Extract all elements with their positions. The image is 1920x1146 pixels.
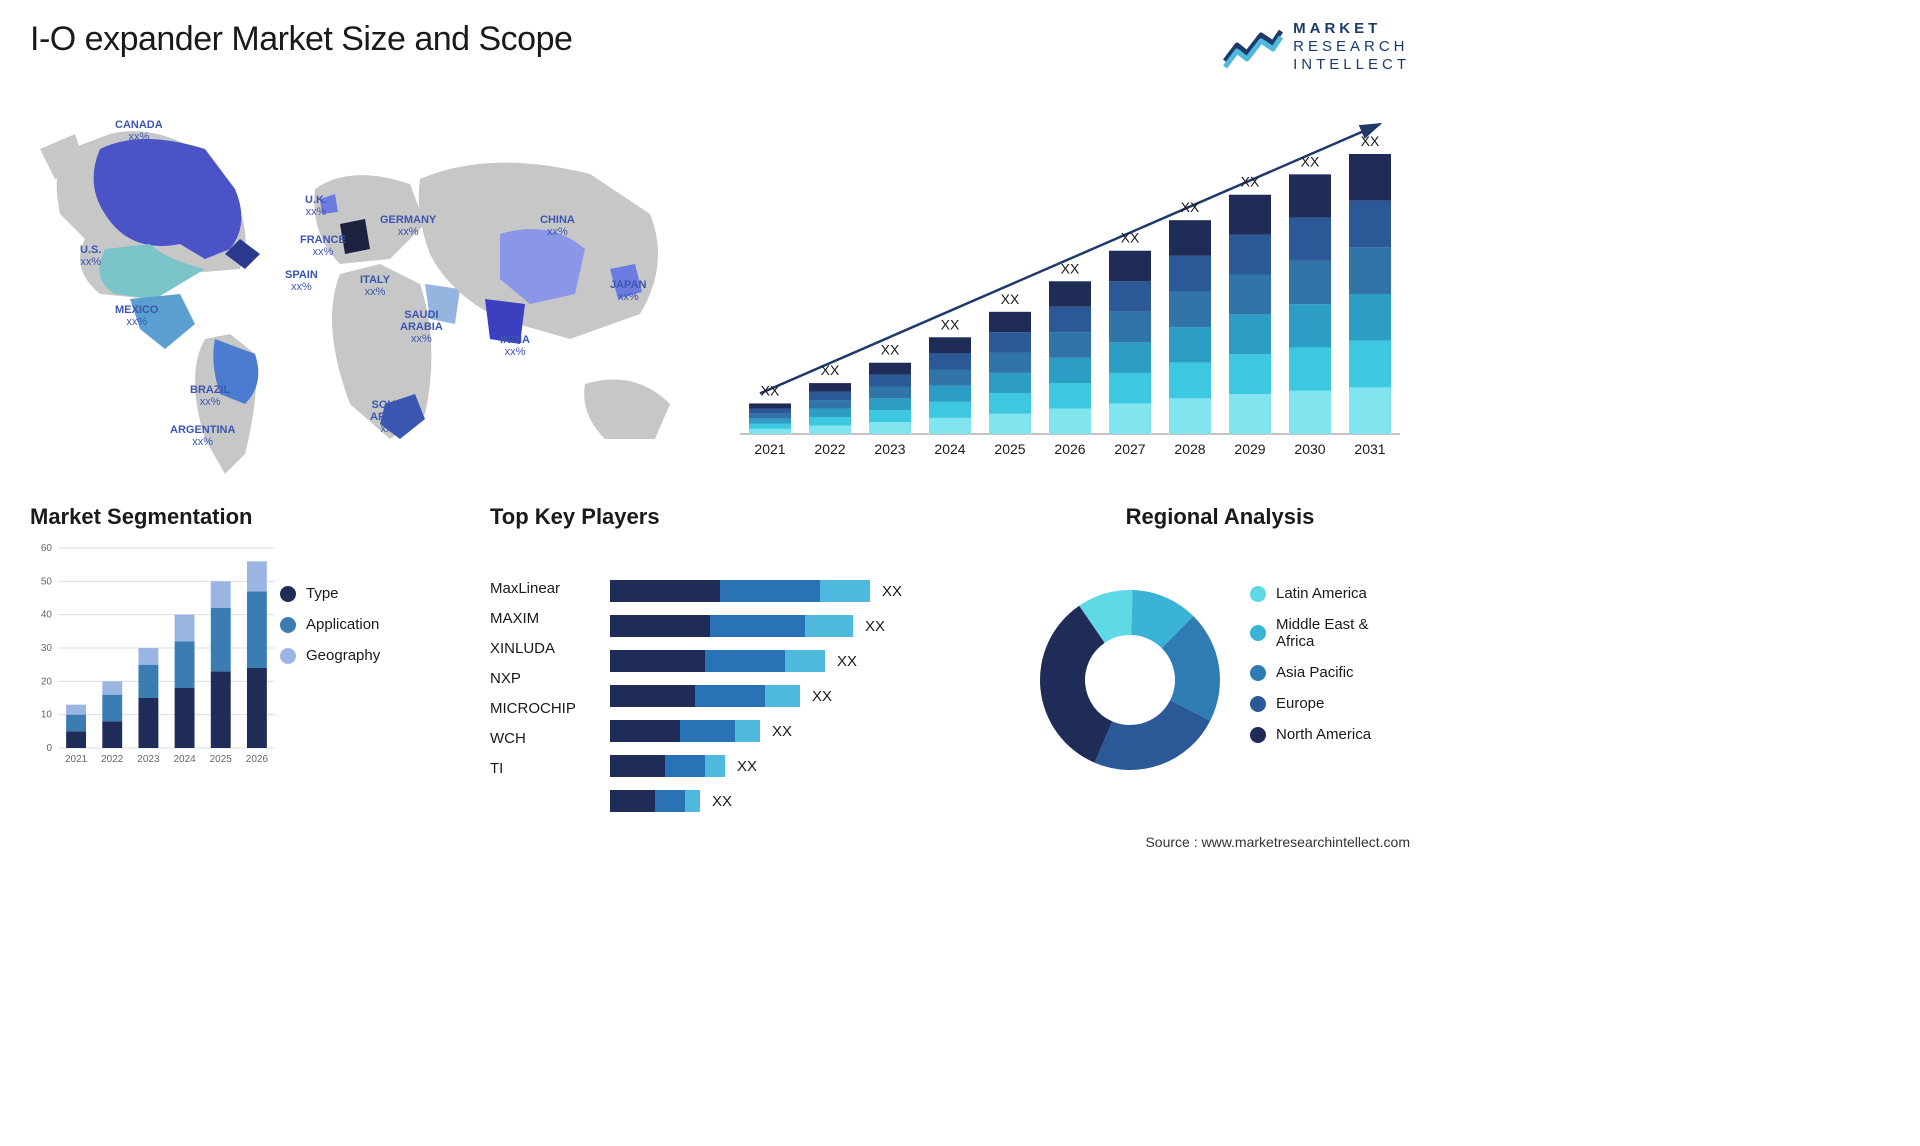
svg-text:2031: 2031 bbox=[1354, 441, 1385, 457]
svg-text:2028: 2028 bbox=[1174, 441, 1205, 457]
legend-item: Latin America bbox=[1250, 585, 1410, 602]
map-label: ITALYxx% bbox=[360, 274, 390, 298]
svg-text:2026: 2026 bbox=[1054, 441, 1085, 457]
svg-text:XX: XX bbox=[1121, 230, 1140, 246]
svg-text:XX: XX bbox=[761, 382, 780, 398]
segmentation-panel: Market Segmentation 0 10 20 30 40 50 60 2021 202… bbox=[30, 504, 460, 784]
legend-item: Middle East & Africa bbox=[1250, 616, 1410, 650]
map-label: CHINAxx% bbox=[540, 214, 575, 238]
svg-text:10: 10 bbox=[41, 710, 53, 721]
svg-text:2024: 2024 bbox=[173, 754, 196, 765]
key-player-bar: XX bbox=[610, 650, 1000, 672]
key-player-bar: XX bbox=[610, 720, 1000, 742]
svg-text:2025: 2025 bbox=[994, 441, 1025, 457]
map-label: FRANCExx% bbox=[300, 234, 346, 258]
map-label: U.K.xx% bbox=[305, 194, 327, 218]
svg-text:XX: XX bbox=[1301, 153, 1320, 169]
map-label: CANADAxx% bbox=[115, 119, 163, 143]
svg-text:2024: 2024 bbox=[934, 441, 965, 457]
svg-text:50: 50 bbox=[41, 576, 53, 587]
regional-panel: Regional Analysis Latin America Middle Ea… bbox=[1030, 504, 1410, 784]
svg-text:XX: XX bbox=[1001, 291, 1020, 307]
regional-legend: Latin America Middle East & Africa Asia Pa… bbox=[1250, 540, 1410, 785]
logo-icon bbox=[1223, 23, 1283, 71]
svg-text:XX: XX bbox=[1361, 133, 1380, 149]
legend-item: North America bbox=[1250, 726, 1410, 743]
logo-line3: INTELLECT bbox=[1293, 56, 1410, 74]
svg-text:2027: 2027 bbox=[1114, 441, 1145, 457]
map-label: JAPANxx% bbox=[610, 279, 646, 303]
key-players-panel: Top Key Players MaxLinear MAXIM XINLUDA NXP… bbox=[490, 504, 1000, 784]
svg-text:40: 40 bbox=[41, 610, 53, 621]
logo-line2: RESEARCH bbox=[1293, 38, 1410, 56]
brand-logo: MARKET RESEARCH INTELLECT bbox=[1223, 20, 1410, 74]
map-label: MEXICOxx% bbox=[115, 304, 158, 328]
key-player-name: MaxLinear bbox=[490, 580, 610, 597]
regional-donut bbox=[1030, 580, 1230, 780]
svg-text:XX: XX bbox=[941, 316, 960, 332]
map-label: ARGENTINAxx% bbox=[170, 424, 235, 448]
svg-text:30: 30 bbox=[41, 643, 53, 654]
svg-text:XX: XX bbox=[881, 342, 900, 358]
key-player-bar: XX bbox=[610, 580, 1000, 602]
svg-text:2023: 2023 bbox=[137, 754, 160, 765]
world-map-panel: CANADAxx% U.S.xx% MEXICOxx% BRAZILxx% ARGENT… bbox=[30, 94, 710, 474]
legend-item: Geography bbox=[280, 647, 460, 664]
legend-item: Europe bbox=[1250, 695, 1410, 712]
key-player-name: MAXIM bbox=[490, 610, 610, 627]
svg-text:0: 0 bbox=[46, 743, 52, 754]
svg-text:60: 60 bbox=[41, 543, 53, 554]
legend-item: Asia Pacific bbox=[1250, 664, 1410, 681]
segmentation-legend: Type Application Geography bbox=[280, 540, 460, 775]
map-label: INDIAxx% bbox=[500, 334, 530, 358]
svg-text:2023: 2023 bbox=[874, 441, 905, 457]
key-player-name: MICROCHIP bbox=[490, 700, 610, 717]
svg-text:2021: 2021 bbox=[65, 754, 88, 765]
key-player-name: XINLUDA bbox=[490, 640, 610, 657]
svg-text:XX: XX bbox=[1061, 260, 1080, 276]
key-player-bar: XX bbox=[610, 685, 1000, 707]
svg-text:XX: XX bbox=[821, 362, 840, 378]
svg-text:20: 20 bbox=[41, 676, 53, 687]
key-player-bar: XX bbox=[610, 615, 1000, 637]
logo-line1: MARKET bbox=[1293, 20, 1410, 38]
legend-item: Type bbox=[280, 585, 460, 602]
forecast-chart-panel: XX 2021 XX 2022 XX 2023 XX 2024 XX 2025 XX 2026 XX 20… bbox=[730, 94, 1410, 474]
forecast-chart: XX 2021 XX 2022 XX 2023 XX 2024 XX 2025 XX 2026 XX 20… bbox=[730, 94, 1410, 474]
key-player-name: TI bbox=[490, 760, 610, 777]
key-player-bar: XX bbox=[610, 755, 1000, 777]
map-label: BRAZILxx% bbox=[190, 384, 230, 408]
svg-text:2030: 2030 bbox=[1294, 441, 1325, 457]
map-label: SPAINxx% bbox=[285, 269, 318, 293]
key-player-bar: XX bbox=[610, 790, 1000, 812]
map-label: U.S.xx% bbox=[80, 244, 101, 268]
svg-text:2029: 2029 bbox=[1234, 441, 1265, 457]
map-label: SAUDIARABIAxx% bbox=[400, 309, 443, 345]
svg-text:2025: 2025 bbox=[210, 754, 233, 765]
segmentation-title: Market Segmentation bbox=[30, 504, 460, 530]
svg-text:XX: XX bbox=[1181, 199, 1200, 215]
svg-text:2026: 2026 bbox=[246, 754, 269, 765]
regional-title: Regional Analysis bbox=[1030, 504, 1410, 530]
key-player-name: WCH bbox=[490, 730, 610, 747]
key-players-title: Top Key Players bbox=[490, 504, 1000, 530]
svg-text:2022: 2022 bbox=[101, 754, 124, 765]
svg-text:2021: 2021 bbox=[754, 441, 785, 457]
key-players-bars: XX XX XX XX XX XX XX bbox=[610, 540, 1000, 825]
key-player-name: NXP bbox=[490, 670, 610, 687]
key-players-names: MaxLinear MAXIM XINLUDA NXP MICROCHIP WCH TI bbox=[490, 540, 610, 825]
svg-text:2022: 2022 bbox=[814, 441, 845, 457]
segmentation-chart: 0 10 20 30 40 50 60 2021 2022 2023 2024 2025 2026 bbox=[30, 540, 280, 770]
legend-item: Application bbox=[280, 616, 460, 633]
map-label: GERMANYxx% bbox=[380, 214, 436, 238]
page-title: I-O expander Market Size and Scope bbox=[30, 20, 572, 59]
svg-text:XX: XX bbox=[1241, 174, 1260, 190]
source-line: Source : www.marketresearchintellect.com bbox=[1145, 834, 1410, 850]
map-label: SOUTHAFRICAxx% bbox=[370, 399, 412, 435]
